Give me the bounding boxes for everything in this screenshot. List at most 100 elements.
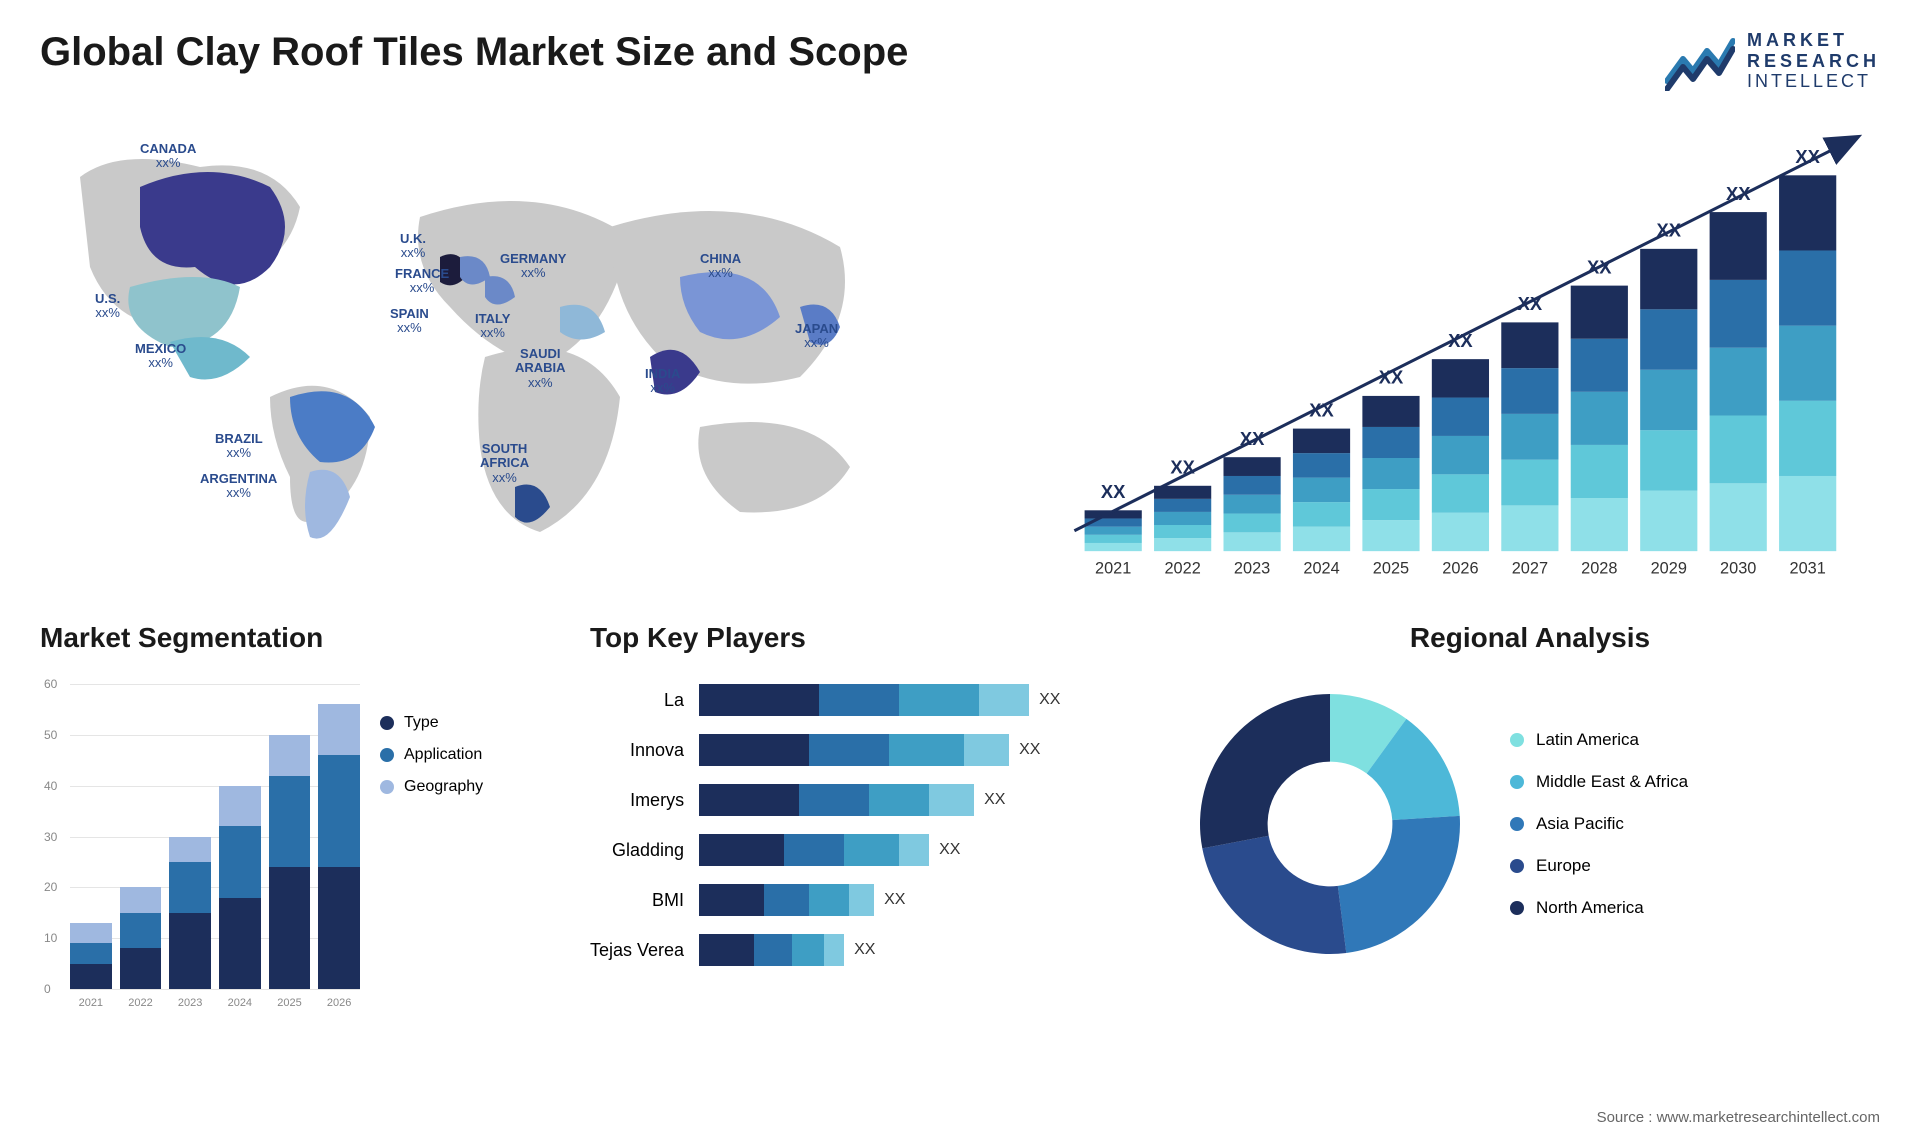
seg-bar-segment bbox=[120, 887, 162, 912]
regional-legend: Latin AmericaMiddle East & AfricaAsia Pa… bbox=[1510, 730, 1688, 918]
growth-bar-seg bbox=[1779, 326, 1836, 401]
seg-bar-segment bbox=[318, 755, 360, 867]
growth-bar-seg bbox=[1432, 359, 1489, 397]
growth-bar-seg bbox=[1362, 489, 1419, 520]
growth-bar-year: 2022 bbox=[1164, 560, 1200, 578]
player-value: XX bbox=[939, 841, 960, 859]
legend-label: North America bbox=[1536, 898, 1644, 918]
legend-label: Europe bbox=[1536, 856, 1591, 876]
seg-bar-col bbox=[318, 704, 360, 989]
legend-swatch bbox=[1510, 901, 1524, 915]
logo: MARKET RESEARCH INTELLECT bbox=[1665, 30, 1880, 92]
map-country-label: BRAZILxx% bbox=[215, 432, 263, 461]
growth-bar-seg bbox=[1640, 491, 1697, 551]
seg-y-tick: 50 bbox=[44, 728, 57, 742]
growth-bar-seg bbox=[1293, 502, 1350, 527]
player-bar-segment bbox=[699, 884, 764, 916]
growth-bar-seg bbox=[1154, 512, 1211, 525]
player-bar bbox=[699, 684, 1029, 716]
legend-label: Geography bbox=[404, 778, 483, 796]
seg-bar-segment bbox=[169, 913, 211, 989]
seg-x-tick: 2024 bbox=[219, 997, 261, 1009]
growth-bar-seg bbox=[1779, 476, 1836, 551]
growth-bar-seg bbox=[1571, 498, 1628, 551]
seg-bar-segment bbox=[120, 913, 162, 949]
seg-bar-segment bbox=[169, 837, 211, 862]
player-bar-row: XX bbox=[699, 734, 1150, 766]
donut-slice bbox=[1202, 836, 1346, 954]
segmentation-title: Market Segmentation bbox=[40, 622, 560, 654]
player-value: XX bbox=[884, 891, 905, 909]
growth-bar-seg bbox=[1154, 525, 1211, 538]
legend-label: Type bbox=[404, 714, 439, 732]
seg-bar-col bbox=[169, 837, 211, 989]
growth-chart-svg: XX2021XX2022XX2023XX2024XX2025XX2026XX20… bbox=[1000, 112, 1880, 592]
player-name: BMI bbox=[652, 884, 684, 916]
player-bar-segment bbox=[754, 934, 792, 966]
growth-bar-seg bbox=[1640, 309, 1697, 369]
seg-y-tick: 10 bbox=[44, 931, 57, 945]
growth-bar-seg bbox=[1362, 520, 1419, 551]
segmentation-legend: Type Application Geography bbox=[380, 674, 483, 1014]
legend-swatch bbox=[1510, 859, 1524, 873]
growth-bar-seg bbox=[1293, 453, 1350, 478]
seg-x-tick: 2022 bbox=[120, 997, 162, 1009]
growth-bar-seg bbox=[1779, 175, 1836, 250]
growth-bar-seg bbox=[1362, 396, 1419, 427]
seg-bar-col bbox=[70, 923, 112, 989]
legend-label: Application bbox=[404, 746, 482, 764]
player-bar-segment bbox=[809, 884, 849, 916]
growth-bar-year: 2028 bbox=[1581, 560, 1617, 578]
seg-x-tick: 2025 bbox=[269, 997, 311, 1009]
player-bar-segment bbox=[799, 784, 869, 816]
seg-y-tick: 20 bbox=[44, 880, 57, 894]
growth-bar-seg bbox=[1154, 499, 1211, 512]
player-bar-segment bbox=[824, 934, 844, 966]
growth-bar-seg bbox=[1571, 445, 1628, 498]
growth-bar-seg bbox=[1223, 476, 1280, 495]
player-bar-row: XX bbox=[699, 834, 1150, 866]
growth-bar-seg bbox=[1223, 495, 1280, 514]
player-value: XX bbox=[984, 791, 1005, 809]
growth-bar-seg bbox=[1432, 513, 1489, 551]
player-value: XX bbox=[1039, 691, 1060, 709]
growth-bar-seg bbox=[1432, 436, 1489, 474]
growth-bar-year: 2027 bbox=[1512, 560, 1548, 578]
seg-bar-segment bbox=[219, 786, 261, 827]
seg-x-tick: 2021 bbox=[70, 997, 112, 1009]
regional-title: Regional Analysis bbox=[1180, 622, 1880, 654]
growth-bar-year: 2025 bbox=[1373, 560, 1409, 578]
players-title: Top Key Players bbox=[590, 622, 1150, 654]
growth-bar-seg bbox=[1640, 370, 1697, 430]
seg-bar-segment bbox=[120, 948, 162, 989]
world-map: CANADAxx%U.S.xx%MEXICOxx%BRAZILxx%ARGENT… bbox=[40, 112, 960, 592]
seg-y-tick: 40 bbox=[44, 779, 57, 793]
map-country-label: ITALYxx% bbox=[475, 312, 510, 341]
logo-line3: INTELLECT bbox=[1747, 71, 1880, 92]
seg-bar-segment bbox=[219, 898, 261, 990]
seg-bar-segment bbox=[70, 923, 112, 943]
map-country-label: ARGENTINAxx% bbox=[200, 472, 277, 501]
growth-bar-seg bbox=[1571, 286, 1628, 339]
player-bar-segment bbox=[784, 834, 844, 866]
legend-label: Middle East & Africa bbox=[1536, 772, 1688, 792]
player-value: XX bbox=[1019, 741, 1040, 759]
growth-bar-value: XX bbox=[1170, 457, 1195, 478]
player-bar-segment bbox=[764, 884, 809, 916]
player-bar-segment bbox=[819, 684, 899, 716]
growth-bar-seg bbox=[1779, 401, 1836, 476]
player-bar-segment bbox=[964, 734, 1009, 766]
player-bar-segment bbox=[869, 784, 929, 816]
seg-x-tick: 2023 bbox=[169, 997, 211, 1009]
market-segmentation-panel: Market Segmentation 01020304050602021202… bbox=[40, 622, 560, 1062]
player-name: Gladding bbox=[612, 834, 684, 866]
seg-legend-item: Type bbox=[380, 714, 483, 732]
seg-bar-segment bbox=[318, 867, 360, 989]
seg-gridline bbox=[70, 989, 360, 990]
player-bar-row: XX bbox=[699, 784, 1150, 816]
map-country-label: GERMANYxx% bbox=[500, 252, 566, 281]
player-bar-segment bbox=[699, 784, 799, 816]
logo-line2: RESEARCH bbox=[1747, 51, 1880, 72]
growth-bar-seg bbox=[1085, 527, 1142, 535]
growth-bar-year: 2031 bbox=[1789, 560, 1825, 578]
